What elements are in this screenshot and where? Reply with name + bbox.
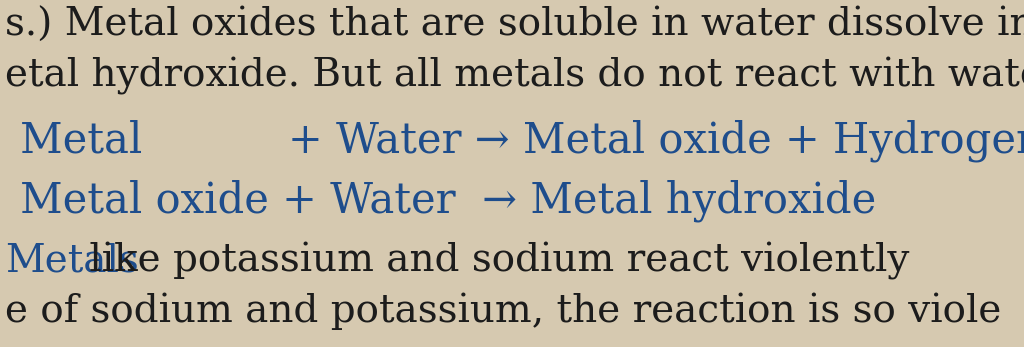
Text: etal hydroxide. But all metals do not react with water: etal hydroxide. But all metals do not re… xyxy=(5,57,1024,95)
Text: Metals: Metals xyxy=(5,242,138,279)
Text: e of sodium and potassium, the reaction is so viole: e of sodium and potassium, the reaction … xyxy=(5,292,1001,330)
Text: Metal           + Water → Metal oxide + Hydrogen: Metal + Water → Metal oxide + Hydrogen xyxy=(20,119,1024,161)
Text: like potassium and sodium react violently: like potassium and sodium react violentl… xyxy=(77,242,909,280)
Text: s.) Metal oxides that are soluble in water dissolve in i: s.) Metal oxides that are soluble in wat… xyxy=(5,7,1024,44)
Text: Metal oxide + Water  → Metal hydroxide: Metal oxide + Water → Metal hydroxide xyxy=(20,179,877,221)
